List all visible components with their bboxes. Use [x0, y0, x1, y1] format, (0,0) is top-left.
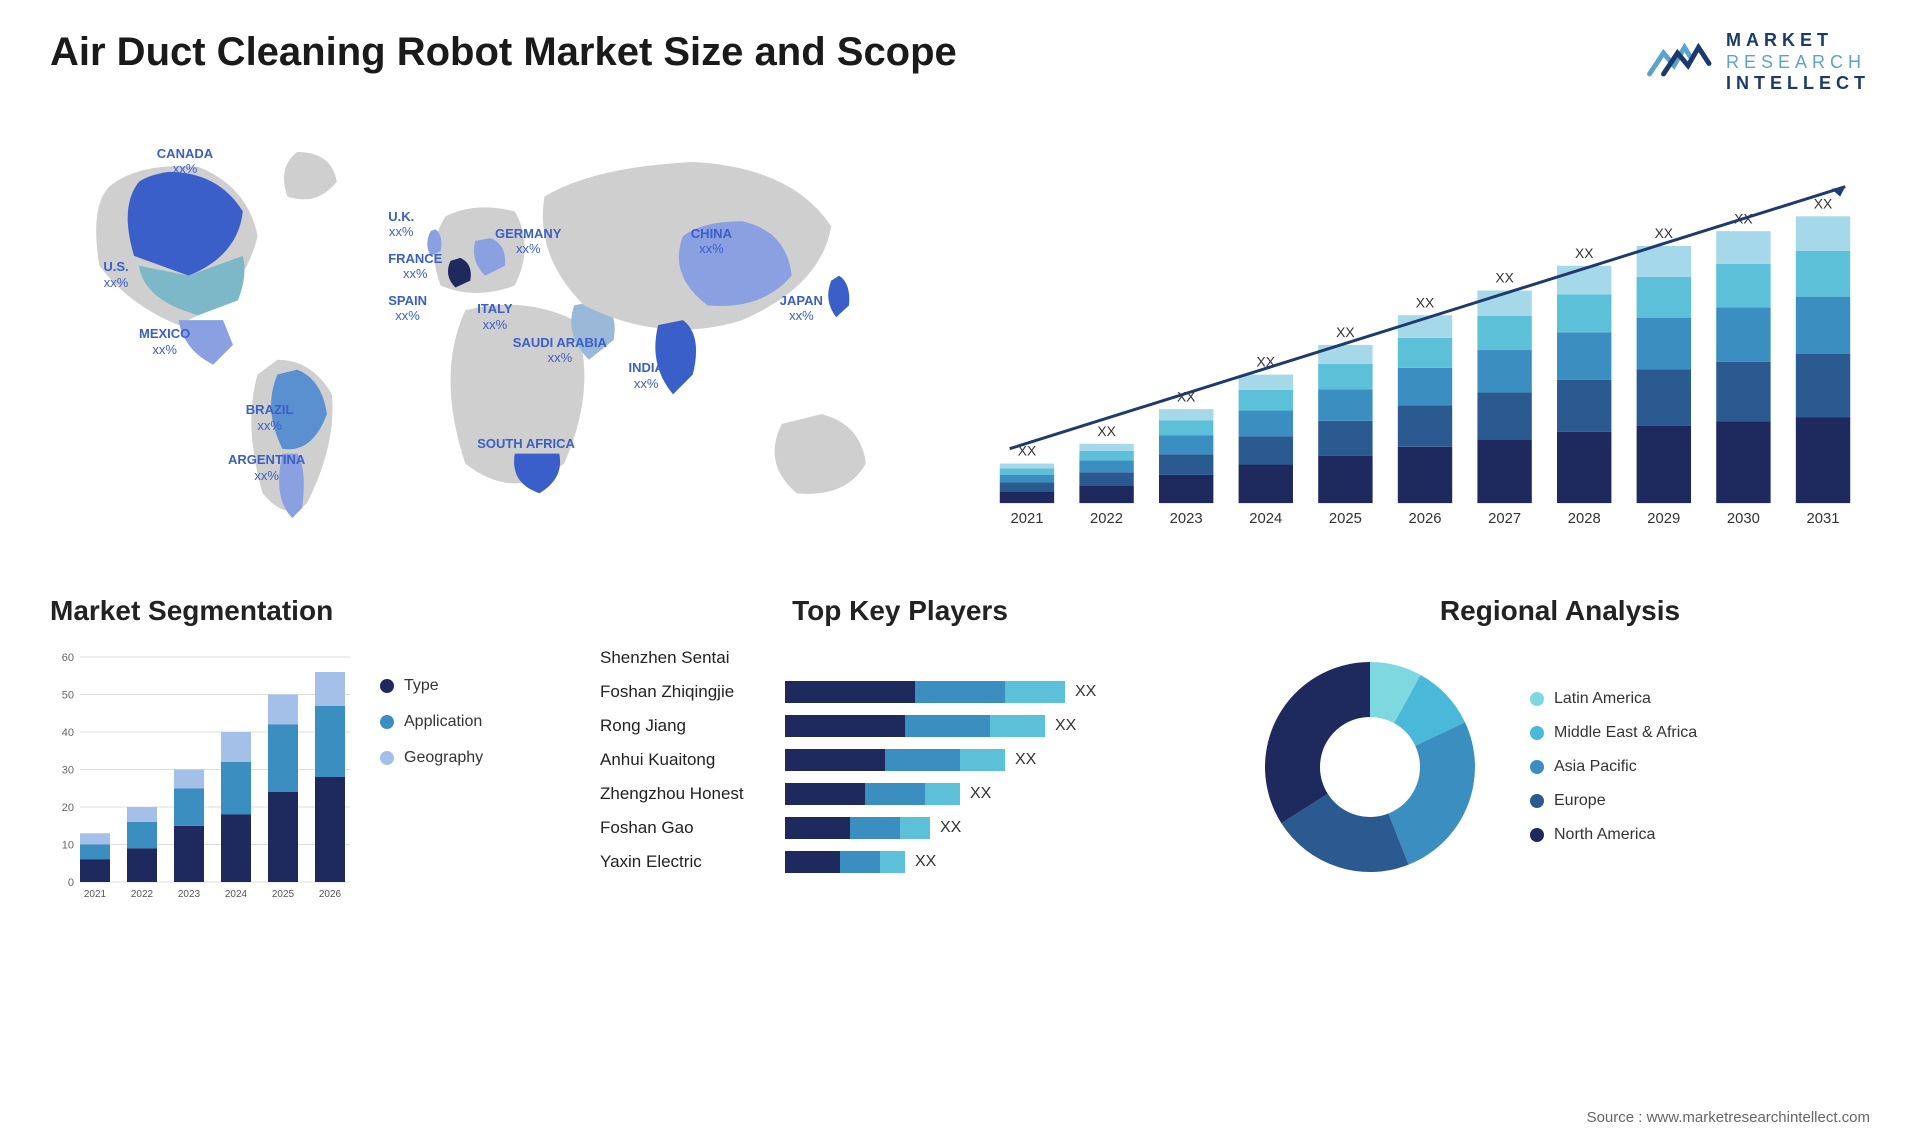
svg-text:2029: 2029 [1647, 511, 1680, 527]
svg-text:XX: XX [1097, 423, 1115, 439]
svg-text:XX: XX [1495, 269, 1513, 285]
regional-title: Regional Analysis [1250, 595, 1870, 627]
player-row: Yaxin Electric XX [600, 851, 1200, 873]
map-label: CHINAxx% [691, 226, 732, 257]
legend-item: Asia Pacific [1530, 758, 1697, 776]
map-label: ARGENTINAxx% [228, 452, 305, 483]
svg-text:20: 20 [62, 802, 74, 814]
map-label: CANADAxx% [157, 146, 213, 177]
svg-text:XX: XX [1336, 324, 1354, 340]
player-row: Foshan Zhiqingjie XX [600, 681, 1200, 703]
legend-item: Application [380, 713, 483, 731]
map-label: FRANCExx% [388, 251, 442, 282]
svg-text:40: 40 [62, 727, 74, 739]
player-row: Foshan Gao XX [600, 817, 1200, 839]
player-value: XX [940, 819, 961, 837]
svg-text:2021: 2021 [1010, 511, 1043, 527]
players-panel: Top Key Players Shenzhen Sentai Foshan Z… [600, 595, 1200, 885]
svg-text:2025: 2025 [1329, 511, 1362, 527]
player-value: XX [1055, 717, 1076, 735]
world-map-section: CANADAxx% U.S.xx% MEXICOxx% BRAZILxx% ARGENT… [50, 125, 940, 545]
svg-text:XX: XX [1655, 225, 1673, 241]
player-value: XX [1075, 683, 1096, 701]
page-title: Air Duct Cleaning Robot Market Size and … [50, 30, 957, 75]
map-label: U.K.xx% [388, 209, 414, 240]
segmentation-panel: Market Segmentation 0 10 20 30 40 50 60 2021 202… [50, 595, 550, 907]
player-row: Rong Jiang XX [600, 715, 1200, 737]
svg-text:2026: 2026 [1409, 511, 1442, 527]
map-label: JAPANxx% [780, 293, 823, 324]
player-bar [785, 851, 905, 873]
trend-chart: XX 2021 XX 2022 XX 2023 XX 2024 XX 2025 XX 2026 XX 20… [980, 125, 1870, 545]
player-value: XX [915, 853, 936, 871]
svg-text:50: 50 [62, 689, 74, 701]
logo-line1: MARKET [1726, 30, 1870, 52]
player-value: XX [970, 785, 991, 803]
player-name: Zhengzhou Honest [600, 784, 770, 804]
player-name: Foshan Gao [600, 818, 770, 838]
players-title: Top Key Players [600, 595, 1200, 627]
map-label: MEXICOxx% [139, 326, 190, 357]
player-bar [785, 715, 1045, 737]
player-name: Shenzhen Sentai [600, 648, 770, 668]
map-label: SPAINxx% [388, 293, 427, 324]
player-value: XX [1015, 751, 1036, 769]
svg-text:2022: 2022 [131, 889, 154, 900]
svg-text:60: 60 [62, 652, 74, 664]
svg-text:2023: 2023 [1170, 511, 1203, 527]
player-bar [785, 783, 960, 805]
player-name: Anhui Kuaitong [600, 750, 770, 770]
svg-text:XX: XX [1814, 195, 1832, 211]
map-label: ITALYxx% [477, 301, 512, 332]
player-bar [785, 681, 1065, 703]
source-text: Source : www.marketresearchintellect.com [1587, 1109, 1870, 1126]
segmentation-chart: 0 10 20 30 40 50 60 2021 2022 2023 2024 2025 2026 [50, 647, 350, 907]
svg-text:10: 10 [62, 839, 74, 851]
legend-item: Middle East & Africa [1530, 724, 1697, 742]
segmentation-title: Market Segmentation [50, 595, 550, 627]
legend-item: Type [380, 677, 483, 695]
svg-text:2025: 2025 [272, 889, 295, 900]
brand-logo: MARKET RESEARCH INTELLECT [1646, 30, 1870, 95]
player-row: Shenzhen Sentai [600, 647, 1200, 669]
regional-panel: Regional Analysis Latin America Middle Ea… [1250, 595, 1870, 887]
svg-text:XX: XX [1416, 294, 1434, 310]
legend-item: North America [1530, 826, 1697, 844]
segmentation-legend: Type Application Geography [380, 647, 483, 907]
map-label: U.S.xx% [103, 259, 128, 290]
regional-legend: Latin America Middle East & Africa Asia Pa… [1530, 690, 1697, 844]
logo-line3: INTELLECT [1726, 73, 1870, 95]
logo-line2: RESEARCH [1726, 52, 1870, 74]
svg-text:2024: 2024 [1249, 511, 1282, 527]
map-label: GERMANYxx% [495, 226, 561, 257]
legend-item: Geography [380, 749, 483, 767]
legend-item: Europe [1530, 792, 1697, 810]
regional-donut [1250, 647, 1490, 887]
legend-item: Latin America [1530, 690, 1697, 708]
svg-text:0: 0 [68, 877, 74, 889]
logo-icon [1646, 35, 1716, 90]
svg-text:2022: 2022 [1090, 511, 1123, 527]
map-label: BRAZILxx% [246, 402, 294, 433]
svg-text:2031: 2031 [1807, 511, 1840, 527]
map-label: SOUTH AFRICAxx% [477, 436, 575, 467]
map-label: INDIAxx% [629, 360, 664, 391]
svg-text:XX: XX [1575, 245, 1593, 261]
svg-text:2021: 2021 [84, 889, 107, 900]
svg-text:2024: 2024 [225, 889, 248, 900]
player-name: Rong Jiang [600, 716, 770, 736]
player-bar [785, 817, 930, 839]
svg-text:2027: 2027 [1488, 511, 1521, 527]
svg-text:2030: 2030 [1727, 511, 1760, 527]
svg-text:2026: 2026 [319, 889, 342, 900]
player-row: Zhengzhou Honest XX [600, 783, 1200, 805]
player-name: Foshan Zhiqingjie [600, 682, 770, 702]
svg-text:2028: 2028 [1568, 511, 1601, 527]
player-row: Anhui Kuaitong XX [600, 749, 1200, 771]
map-label: SAUDI ARABIAxx% [513, 335, 607, 366]
svg-text:30: 30 [62, 764, 74, 776]
player-bar [785, 749, 1005, 771]
player-name: Yaxin Electric [600, 852, 770, 872]
svg-text:2023: 2023 [178, 889, 201, 900]
